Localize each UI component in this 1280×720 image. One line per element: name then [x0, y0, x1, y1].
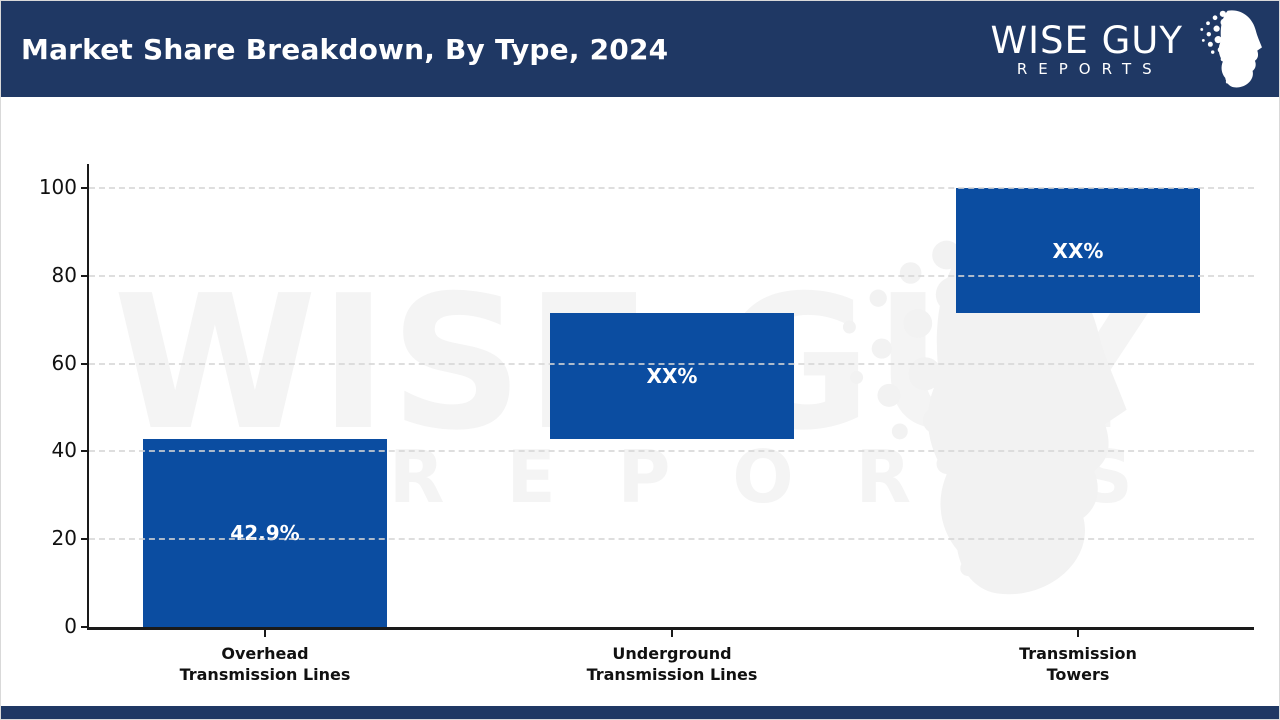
gridline — [89, 362, 1254, 365]
x-category-label-line: Overhead — [221, 644, 309, 663]
y-tick-label: 0 — [64, 614, 77, 638]
gridline — [89, 274, 1254, 277]
bar-segment: 42.9% — [143, 438, 387, 627]
logo-text: WISE GUY REPORTS — [991, 22, 1183, 77]
y-tick — [81, 274, 88, 277]
chart-title: Market Share Breakdown, By Type, 2024 — [21, 32, 669, 66]
x-tick — [671, 630, 673, 637]
bar-segment: XX% — [550, 313, 794, 439]
y-tick-label: 20 — [51, 526, 77, 551]
plot: 42.9% XX% XX% 0 20 40 60 80 100 Overhead Transmiss… — [1, 97, 1279, 708]
y-tick-label: 80 — [51, 262, 77, 287]
y-tick — [81, 187, 88, 189]
x-category-label-line: Towers — [1046, 665, 1110, 684]
x-category-label-line: Underground — [612, 644, 732, 663]
x-category-label-line: Transmission — [1019, 644, 1137, 663]
y-tick — [81, 450, 88, 453]
logo-name: WISE GUY — [990, 18, 1183, 62]
bar-segment: XX% — [956, 188, 1200, 314]
x-category-label: Overhead Transmission Lines — [100, 643, 430, 685]
y-tick — [81, 626, 88, 628]
y-axis-line — [87, 164, 89, 629]
bar-value-label: XX% — [646, 363, 698, 388]
gridline — [89, 450, 1254, 453]
y-tick-label: 40 — [51, 438, 77, 463]
logo-subname: REPORTS — [1016, 59, 1163, 78]
wise-guy-reports-logo: WISE GUY REPORTS — [991, 6, 1267, 92]
y-tick — [81, 538, 88, 541]
x-tick — [264, 630, 266, 637]
chart-area: WISE GUY REPORTS 42.9% XX% XX% 0 20 4 — [1, 97, 1279, 708]
gridline — [89, 538, 1254, 541]
logo-face-icon — [1200, 10, 1262, 88]
bar-value-label: XX% — [1052, 238, 1104, 263]
x-category-label-line: Transmission Lines — [179, 665, 351, 684]
header-bar: Market Share Breakdown, By Type, 2024 WI… — [1, 1, 1279, 97]
x-category-label-line: Transmission Lines — [586, 665, 758, 684]
x-tick — [1077, 630, 1079, 637]
y-tick-label: 60 — [51, 350, 77, 375]
bar-value-label: 42.9% — [230, 520, 300, 545]
x-axis-line — [87, 627, 1254, 630]
y-tick-label: 100 — [38, 175, 77, 199]
x-category-label: Underground Transmission Lines — [507, 643, 837, 685]
x-category-label: Transmission Towers — [913, 643, 1243, 685]
footer-bar — [1, 706, 1279, 719]
y-tick — [81, 362, 88, 365]
gridline — [89, 187, 1254, 189]
